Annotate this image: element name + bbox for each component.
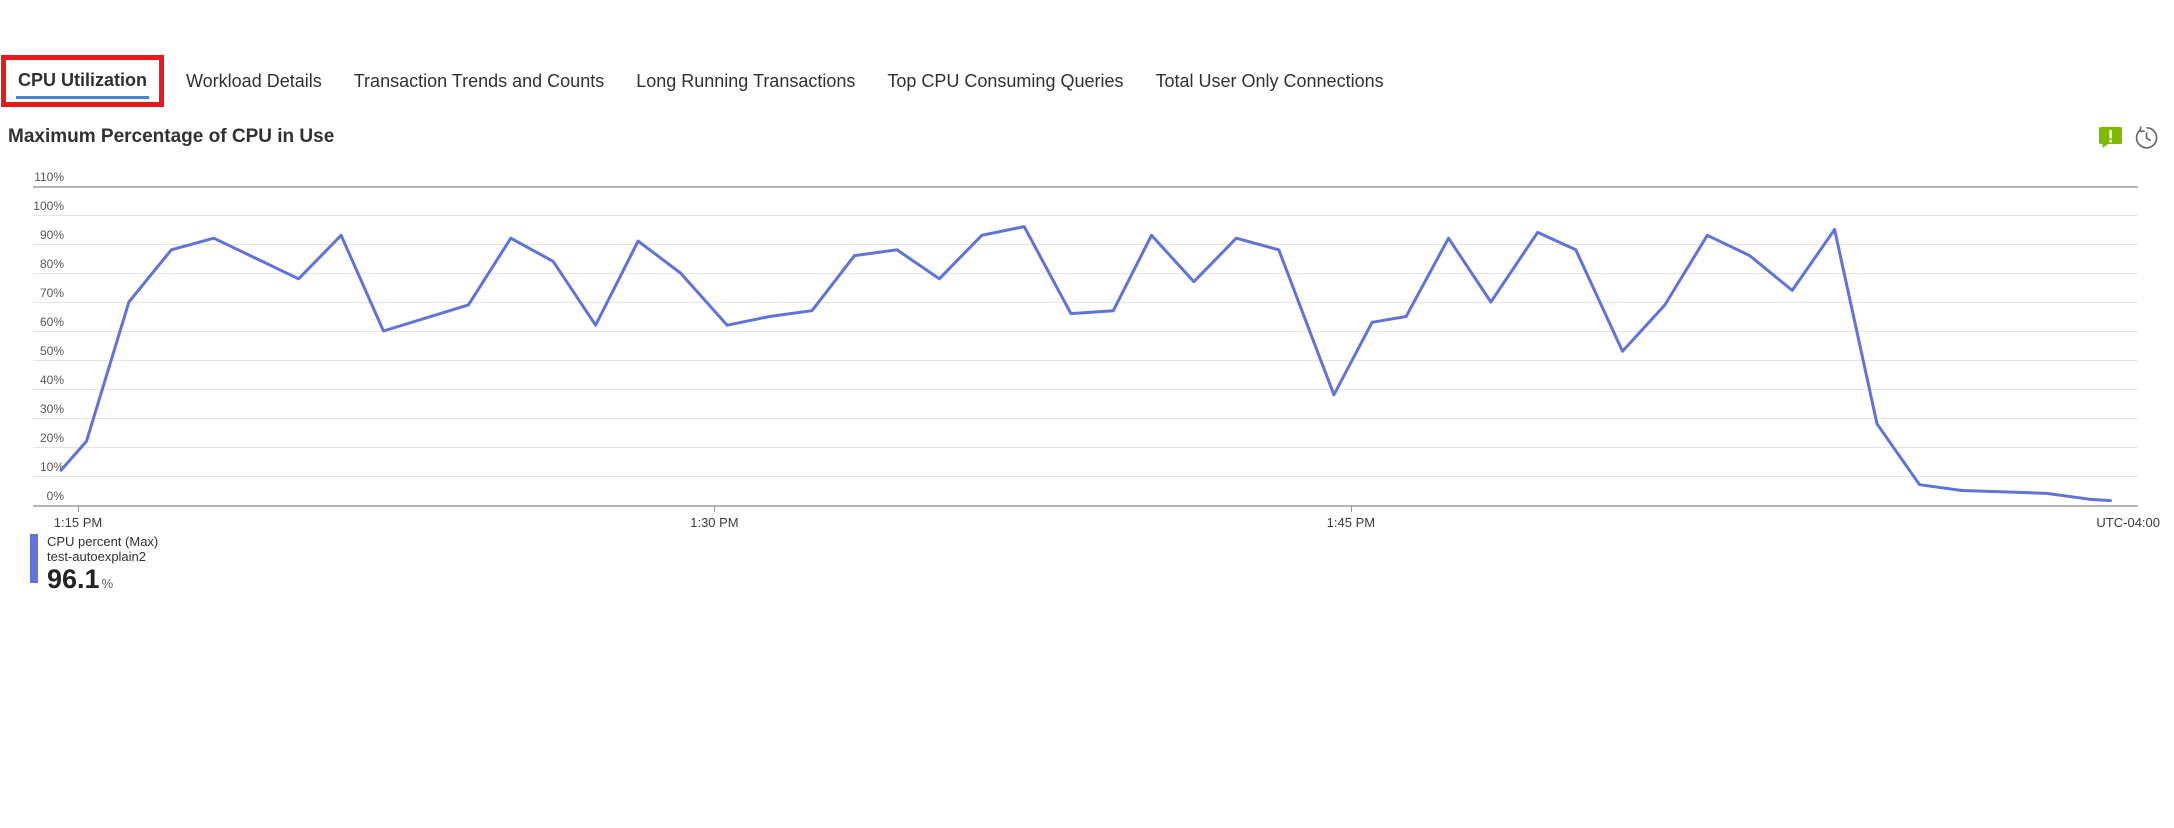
y-axis-label: 50% <box>39 344 64 358</box>
gridline <box>33 331 2138 332</box>
gridline <box>33 186 2138 188</box>
y-axis-label: 60% <box>39 315 64 329</box>
y-axis-label: 70% <box>39 286 64 300</box>
y-axis-label: 90% <box>39 228 64 242</box>
y-axis-label: 40% <box>39 373 64 387</box>
chart-title: Maximum Percentage of CPU in Use <box>8 126 335 147</box>
gridline <box>33 418 2138 419</box>
y-axis-label: 100% <box>33 199 64 213</box>
legend-color-swatch <box>30 534 38 583</box>
timezone-label: UTC-04:00 <box>2096 515 2160 530</box>
tab-label: Transaction Trends and Counts <box>353 70 605 91</box>
tab-long-running-transactions[interactable]: Long Running Transactions <box>620 55 871 107</box>
x-axis-tick <box>1350 506 1352 512</box>
x-axis-tick <box>714 506 716 512</box>
x-axis-label: 1:15 PM <box>53 515 103 530</box>
y-axis-label: 20% <box>39 431 64 445</box>
gridline <box>33 244 2138 245</box>
gridline <box>33 215 2138 216</box>
x-axis-label: 1:45 PM <box>1326 515 1376 530</box>
cpu-percent-line-series <box>59 225 2112 503</box>
tab-label: Total User Only Connections <box>1155 70 1384 91</box>
x-axis-label: 1:30 PM <box>690 515 739 530</box>
tab-transaction-trends-and-counts[interactable]: Transaction Trends and Counts <box>338 55 620 107</box>
legend-resource-name: test-autoexplain2 <box>47 549 147 564</box>
legend-value: 96.1 <box>47 564 100 594</box>
legend-series-label: CPU percent (Max) <box>47 534 159 549</box>
legend-texts: CPU percent (Max) test-autoexplain2 96.1… <box>47 534 158 593</box>
y-axis-label: 110% <box>34 170 64 184</box>
y-axis-label: 0% <box>46 489 64 503</box>
gridline <box>33 476 2138 477</box>
y-axis-label: 30% <box>39 402 64 416</box>
pivot-tab-bar: CPU Utilization Workload Details Transac… <box>1 55 1400 107</box>
x-axis-tick <box>78 506 79 512</box>
tab-label: Long Running Transactions <box>636 70 856 91</box>
tab-label: Workload Details <box>186 70 322 91</box>
feedback-icon[interactable] <box>2097 124 2124 151</box>
tab-label: CPU Utilization <box>18 69 147 90</box>
legend-item-cpu-percent[interactable]: CPU percent (Max) test-autoexplain2 96.1… <box>30 534 158 593</box>
tab-cpu-utilization[interactable]: CPU Utilization <box>16 64 149 99</box>
tab-workload-details[interactable]: Workload Details <box>170 55 338 107</box>
gridline <box>33 302 2138 303</box>
annotation-highlight-box: CPU Utilization <box>1 55 164 107</box>
gridline <box>33 273 2138 274</box>
gridline <box>33 389 2138 390</box>
tab-total-user-only-connections[interactable]: Total User Only Connections <box>1139 55 1399 107</box>
y-axis-label: 10% <box>39 460 64 474</box>
history-clock-icon[interactable] <box>2133 124 2160 151</box>
cpu-utilization-chart[interactable]: 0% 10% 20% 30% 40% 50% 60% 70% 80% 90% 100% 110% 1:1… <box>0 170 2174 550</box>
gridline <box>33 447 2138 448</box>
tab-top-cpu-consuming-queries[interactable]: Top CPU Consuming Queries <box>871 55 1139 107</box>
tab-label: Top CPU Consuming Queries <box>887 70 1124 91</box>
gridline <box>33 360 2138 361</box>
legend-value-row: 96.1 % <box>47 565 158 593</box>
y-axis-label: 80% <box>39 257 64 271</box>
gridline <box>33 505 2138 507</box>
legend-unit: % <box>101 576 114 591</box>
chart-header-icons <box>2097 124 2160 151</box>
